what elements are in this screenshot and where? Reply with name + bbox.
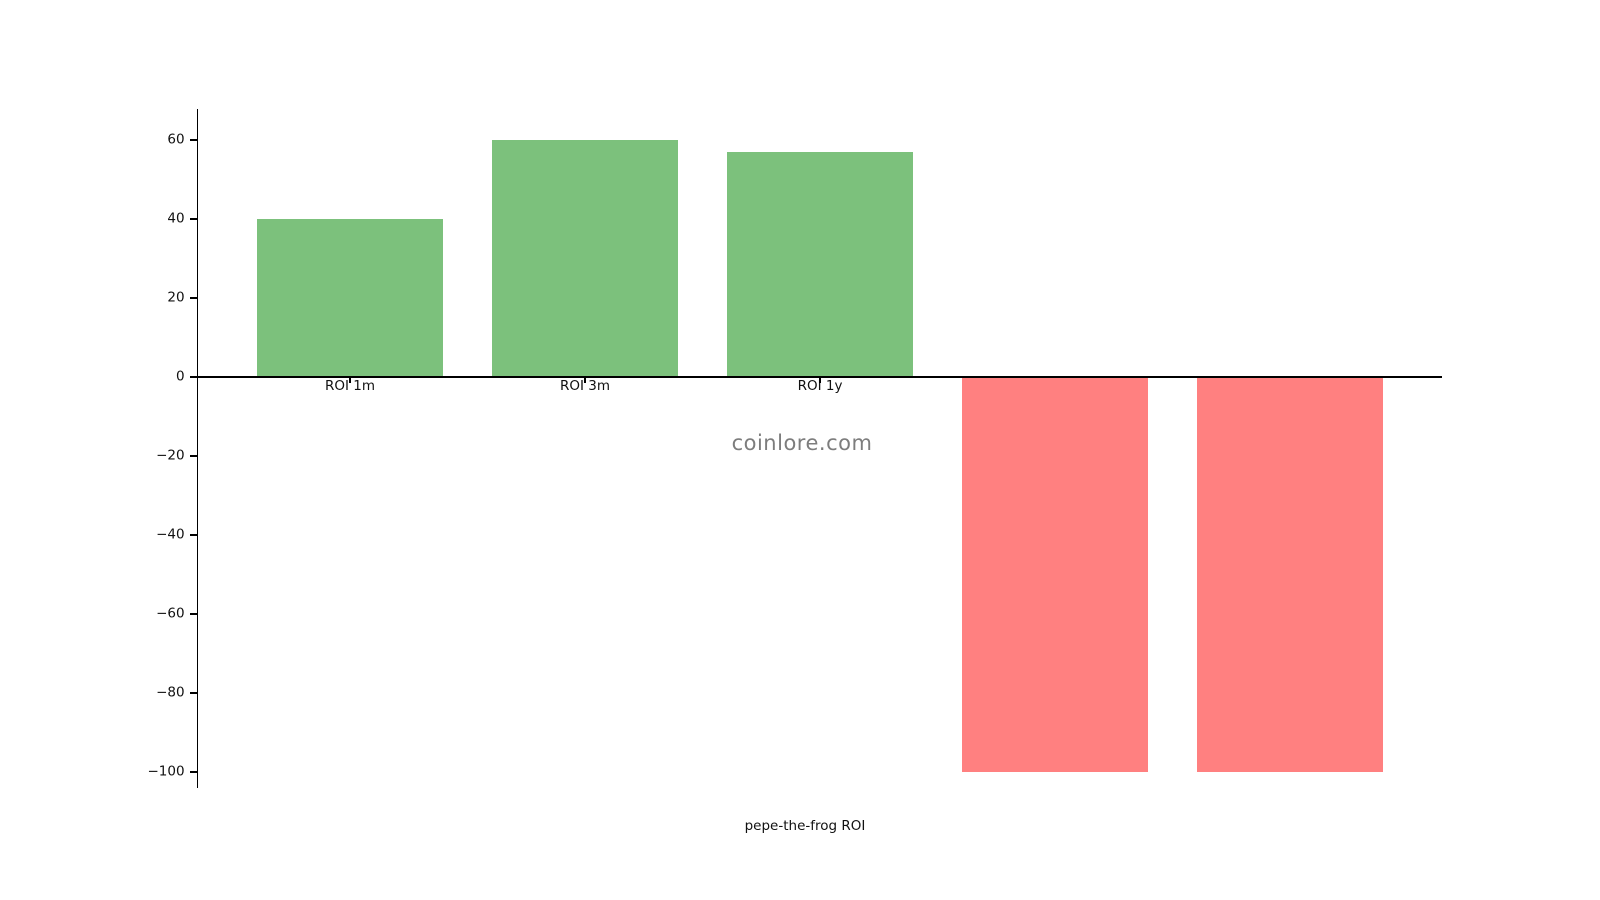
x-tick-label-roi-3m: ROI 3m	[559, 378, 611, 394]
bar-roi-1y	[727, 151, 913, 377]
y-tickmark-60	[189, 139, 197, 141]
x-tick-label-roi-1y: ROI 1y	[797, 378, 843, 394]
y-axis-line	[196, 109, 198, 788]
x-axis-zero-line	[196, 376, 1442, 378]
y-tickmark--80	[189, 692, 197, 694]
y-tick-label-60: 60	[167, 131, 185, 148]
y-tickmark--40	[189, 534, 197, 536]
bar-roi-3m	[492, 140, 678, 377]
x-tickmark-roi-3m	[584, 377, 586, 383]
y-tickmark--100	[189, 771, 197, 773]
y-tickmark-20	[189, 297, 197, 299]
bar-roi-1m	[257, 219, 443, 377]
y-tickmark-0	[189, 376, 197, 378]
y-tick-label-20: 20	[167, 289, 185, 306]
x-tickmark-roi-1y	[819, 377, 821, 383]
watermark: coinlore.com	[731, 431, 873, 455]
x-tickmark-roi-1m	[349, 377, 351, 383]
y-tick-label-40: 40	[167, 210, 185, 227]
y-tickmark--60	[189, 613, 197, 615]
x-tick-label-roi-1m: ROI 1m	[324, 378, 376, 394]
y-tick-label--80: −80	[156, 684, 185, 701]
y-tick-label--100: −100	[147, 763, 185, 780]
x-axis-title: pepe-the-frog ROI	[744, 818, 866, 834]
bar-neg-5	[1197, 377, 1383, 772]
y-tick-label--20: −20	[156, 447, 185, 464]
y-tick-label-0: 0	[176, 368, 185, 385]
y-tickmark-40	[189, 218, 197, 220]
y-tickmark--20	[189, 455, 197, 457]
y-tick-label--40: −40	[156, 526, 185, 543]
bar-neg-4	[962, 377, 1148, 772]
y-tick-label--60: −60	[156, 605, 185, 622]
